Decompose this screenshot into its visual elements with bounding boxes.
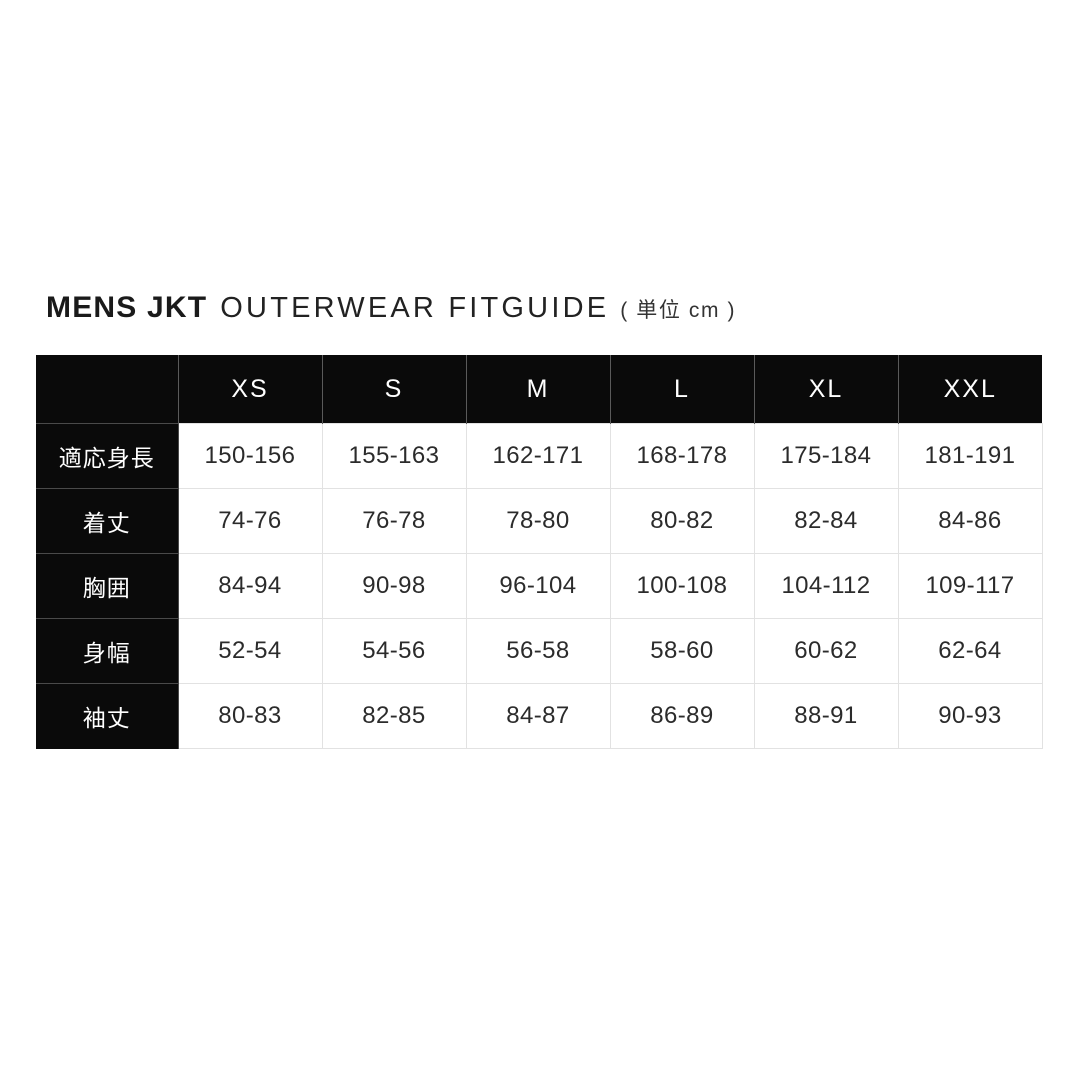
cell-height-l: 168-178 [610, 423, 755, 489]
header-size-l: L [610, 355, 755, 424]
header-size-xl: XL [754, 355, 899, 424]
table-row: 胸囲 84-94 90-98 96-104 100-108 104-112 10… [36, 553, 1043, 619]
cell-chest-xs: 84-94 [178, 553, 323, 619]
cell-sleeve-length-xs: 80-83 [178, 683, 323, 749]
cell-height-xxl: 181-191 [898, 423, 1043, 489]
header-size-xs: XS [178, 355, 323, 424]
cell-body-length-xl: 82-84 [754, 488, 899, 554]
cell-body-length-l: 80-82 [610, 488, 755, 554]
cell-body-length-xxl: 84-86 [898, 488, 1043, 554]
cell-body-width-m: 56-58 [466, 618, 611, 684]
cell-body-width-s: 54-56 [322, 618, 467, 684]
cell-body-length-s: 76-78 [322, 488, 467, 554]
header-size-m: M [466, 355, 611, 424]
cell-body-width-l: 58-60 [610, 618, 755, 684]
row-label-height: 適応身長 [36, 423, 179, 489]
cell-chest-l: 100-108 [610, 553, 755, 619]
row-label-chest: 胸囲 [36, 553, 179, 619]
cell-sleeve-length-m: 84-87 [466, 683, 611, 749]
cell-height-s: 155-163 [322, 423, 467, 489]
header-corner-cell [36, 355, 179, 424]
cell-chest-xxl: 109-117 [898, 553, 1043, 619]
table-row: 着丈 74-76 76-78 78-80 80-82 82-84 84-86 [36, 488, 1043, 554]
table-row: 適応身長 150-156 155-163 162-171 168-178 175… [36, 423, 1043, 489]
cell-chest-m: 96-104 [466, 553, 611, 619]
row-label-sleeve-length: 袖丈 [36, 683, 179, 749]
cell-body-length-xs: 74-76 [178, 488, 323, 554]
cell-sleeve-length-l: 86-89 [610, 683, 755, 749]
cell-chest-xl: 104-112 [754, 553, 899, 619]
row-label-body-length: 着丈 [36, 488, 179, 554]
header-size-xxl: XXL [898, 355, 1042, 424]
size-chart-table: XS S M L XL XXL 適応身長 150-156 155-163 162… [36, 355, 1043, 749]
title-regular-segment: OUTERWEAR FITGUIDE [220, 292, 610, 324]
cell-body-width-xxl: 62-64 [898, 618, 1043, 684]
header-size-s: S [322, 355, 467, 424]
table-row: 身幅 52-54 54-56 56-58 58-60 60-62 62-64 [36, 618, 1043, 684]
row-label-body-width: 身幅 [36, 618, 179, 684]
page-title: MENS JKT OUTERWEAR FITGUIDE ( 単位 cm ) [46, 291, 736, 331]
title-unit-note: ( 単位 cm ) [620, 299, 737, 322]
cell-sleeve-length-s: 82-85 [322, 683, 467, 749]
cell-sleeve-length-xl: 88-91 [754, 683, 899, 749]
cell-sleeve-length-xxl: 90-93 [898, 683, 1043, 749]
cell-body-width-xl: 60-62 [754, 618, 899, 684]
cell-body-width-xs: 52-54 [178, 618, 323, 684]
cell-chest-s: 90-98 [322, 553, 467, 619]
cell-height-xs: 150-156 [178, 423, 323, 489]
cell-height-m: 162-171 [466, 423, 611, 489]
table-row: 袖丈 80-83 82-85 84-87 86-89 88-91 90-93 [36, 683, 1043, 749]
table-header-row: XS S M L XL XXL [36, 355, 1042, 424]
cell-height-xl: 175-184 [754, 423, 899, 489]
title-bold-segment: MENS JKT [46, 291, 208, 324]
cell-body-length-m: 78-80 [466, 488, 611, 554]
